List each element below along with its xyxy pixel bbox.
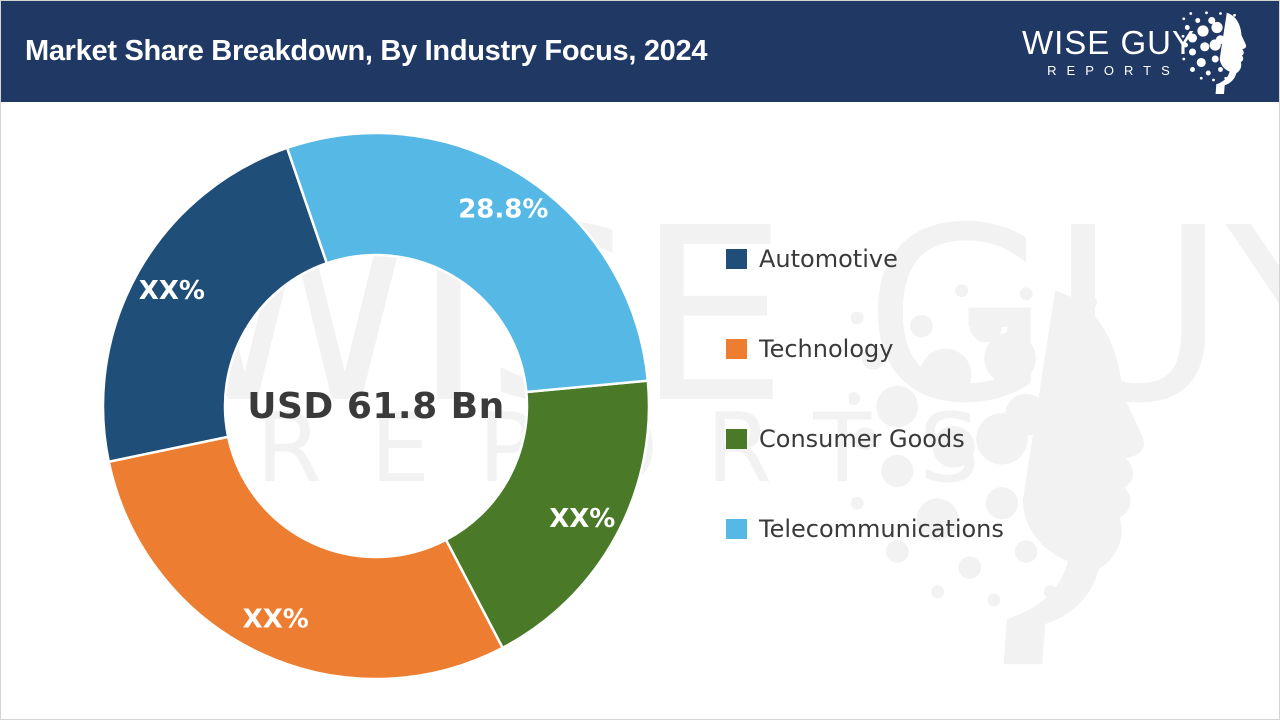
donut-slice-technology xyxy=(107,435,504,681)
donut-slice-consumer-goods xyxy=(444,379,651,650)
donut-slice-automotive xyxy=(101,146,329,464)
chart-legend: Automotive Technology Consumer Goods Teleco… xyxy=(726,247,1004,607)
slice-percentage-label: XX% xyxy=(139,276,205,306)
legend-swatch xyxy=(726,339,747,359)
legend-item-telecommunications: Telecommunications xyxy=(726,517,1004,541)
header-bar: Market Share Breakdown, By Industry Focu… xyxy=(1,1,1279,102)
donut-slice-telecommunications xyxy=(285,131,650,394)
chart-canvas: WISE GUY REPORTS XX%XX%XX%28.8% USD 61.8… xyxy=(1,102,1279,719)
legend-label: Consumer Goods xyxy=(759,425,965,453)
legend-label: Telecommunications xyxy=(759,515,1004,543)
legend-item-technology: Technology xyxy=(726,337,1004,361)
wise-guy-reports-logo: WISE GUY REPORTS xyxy=(1022,10,1253,94)
logo-face-icon xyxy=(1181,10,1253,94)
legend-swatch xyxy=(726,249,747,269)
legend-label: Automotive xyxy=(759,245,898,273)
legend-swatch xyxy=(726,429,747,449)
slice-percentage-label: 28.8% xyxy=(458,195,548,225)
logo-subtitle: REPORTS xyxy=(1047,63,1180,78)
legend-label: Technology xyxy=(759,335,894,363)
legend-item-automotive: Automotive xyxy=(726,247,1004,271)
legend-swatch xyxy=(726,519,747,539)
logo-text: WISE GUY REPORTS xyxy=(1022,26,1195,77)
logo-wordmark: WISE GUY xyxy=(1021,24,1195,61)
slice-percentage-label: XX% xyxy=(549,504,615,534)
slice-percentage-label: XX% xyxy=(243,604,309,634)
legend-item-consumer-goods: Consumer Goods xyxy=(726,427,1004,451)
donut-svg: XX% XX% XX% 28.8% xyxy=(101,131,651,681)
donut-chart: XX% XX% XX% 28.8% xyxy=(101,131,651,681)
page-title: Market Share Breakdown, By Industry Focu… xyxy=(25,35,708,67)
